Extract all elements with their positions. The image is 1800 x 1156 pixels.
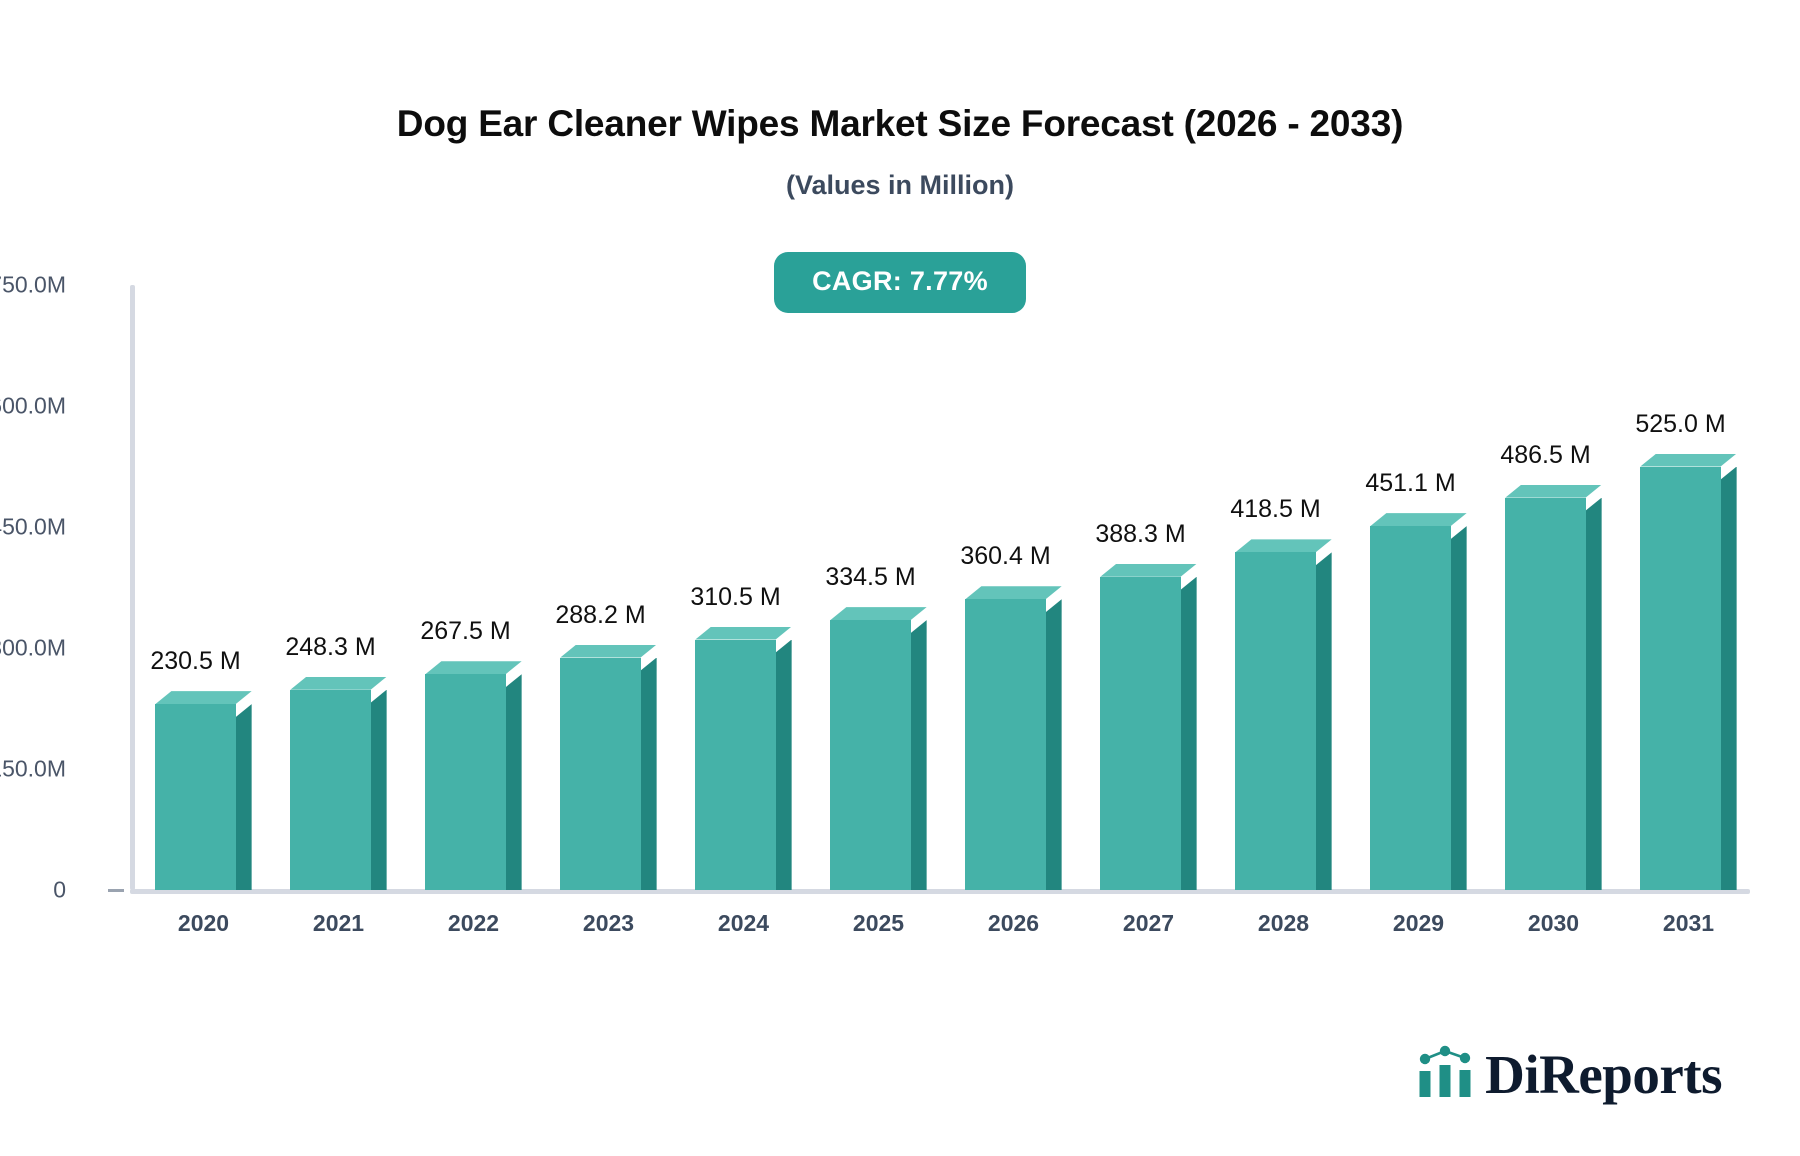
bar-front-face	[830, 620, 911, 890]
bar-front-face	[1505, 497, 1586, 890]
bar-2022[interactable]: 267.5 M	[420, 617, 522, 890]
bar-top-face	[830, 607, 926, 620]
y-axis-line	[130, 285, 135, 890]
bar-top-face	[1640, 454, 1736, 467]
bar-top-face	[695, 627, 791, 640]
y-axis-tick-label: 750.0M	[0, 271, 66, 298]
brand-name: DiReports	[1485, 1044, 1722, 1105]
x-axis-tick-label-2026: 2026	[987, 910, 1040, 936]
bar-value-label: 248.3 M	[285, 632, 376, 661]
x-axis-tick-label-2022: 2022	[447, 910, 500, 936]
bar-front-face	[1100, 576, 1181, 890]
x-axis-tick-label-2023: 2023	[582, 910, 635, 936]
x-axis-tick-label-2020: 2020	[177, 910, 230, 936]
bar-series: 230.5 M 248.3 M 267.5 M 288.2 M 310.5 M 334.5…	[130, 285, 1750, 890]
bar-value-label: 267.5 M	[420, 617, 511, 646]
bar-top-face	[560, 645, 656, 658]
bar-top-face	[965, 586, 1061, 599]
bar-front-face	[290, 689, 371, 890]
bar-value-label: 230.5 M	[150, 647, 241, 676]
bar-side-face	[505, 674, 522, 890]
bar-2030[interactable]: 486.5 M	[1500, 441, 1602, 890]
bar-front-face	[425, 674, 506, 890]
bar-front-face	[965, 599, 1046, 890]
x-axis-tick-label-2021: 2021	[312, 910, 365, 936]
bar-2024[interactable]: 310.5 M	[690, 583, 792, 890]
chart-subtitle: (Values in Million)	[785, 170, 1015, 200]
bar-front-face	[1370, 526, 1451, 890]
bar-2021[interactable]: 248.3 M	[285, 633, 387, 890]
bar-value-label: 486.5 M	[1500, 440, 1591, 469]
bar-top-face	[1505, 485, 1601, 498]
page-title: Dog Ear Cleaner Wipes Market Size Foreca…	[396, 103, 1404, 144]
status-badge-cagr: CAGR: 7.77%	[774, 252, 1026, 313]
bar-value-label: 525.0 M	[1635, 409, 1726, 438]
cagr-badge-container: CAGR: 7.77%	[0, 252, 1800, 313]
x-axis-tick-label-2027: 2027	[1122, 910, 1175, 936]
bar-top-face	[155, 691, 251, 704]
x-axis-line	[130, 889, 1750, 894]
bar-front-face	[155, 704, 236, 890]
y-axis-tick-label: 450.0M	[0, 513, 66, 540]
bar-2028[interactable]: 418.5 M	[1230, 495, 1332, 890]
bar-side-face	[235, 704, 252, 890]
bar-top-face	[425, 661, 521, 674]
bar-top-face	[1370, 513, 1466, 526]
bar-side-face	[775, 639, 792, 890]
bar-top-face	[1235, 539, 1331, 552]
bar-value-label: 288.2 M	[555, 600, 646, 629]
bar-value-label: 418.5 M	[1230, 495, 1321, 524]
y-axis-tick-label: 600.0M	[0, 392, 66, 419]
y-axis-tick-label: 150.0M	[0, 755, 66, 782]
y-axis-tick-label: 0	[53, 876, 66, 903]
bar-top-face	[1100, 564, 1196, 577]
bar-side-face	[1720, 466, 1737, 890]
bar-value-label: 334.5 M	[825, 563, 916, 592]
bar-value-label: 388.3 M	[1095, 519, 1186, 548]
bar-side-face	[1315, 552, 1332, 890]
brand-logo: DiReports	[1417, 1045, 1722, 1104]
bar-side-face	[1450, 526, 1467, 890]
bar-side-face	[370, 689, 387, 890]
bar-2020[interactable]: 230.5 M	[150, 647, 252, 890]
bar-2025[interactable]: 334.5 M	[825, 563, 927, 890]
bar-value-label: 310.5 M	[690, 582, 781, 611]
bar-2026[interactable]: 360.4 M	[960, 542, 1062, 890]
bar-value-label: 360.4 M	[960, 542, 1051, 571]
bar-chart-icon	[1417, 1045, 1475, 1104]
bar-front-face	[695, 639, 776, 890]
y-axis-tick-mark	[108, 889, 124, 892]
bar-value-label: 451.1 M	[1365, 469, 1456, 498]
x-axis-tick-label-2024: 2024	[717, 910, 770, 936]
x-axis-tick-label-2025: 2025	[852, 910, 905, 936]
bar-2029[interactable]: 451.1 M	[1365, 469, 1467, 890]
y-axis-tick-label: 300.0M	[0, 634, 66, 661]
bar-side-face	[640, 657, 657, 890]
bar-side-face	[1045, 599, 1062, 890]
bar-2023[interactable]: 288.2 M	[555, 601, 657, 890]
bar-side-face	[1585, 497, 1602, 890]
x-axis-tick-label-2029: 2029	[1392, 910, 1445, 936]
bar-2031[interactable]: 525.0 M	[1635, 410, 1737, 890]
bar-side-face	[1180, 576, 1197, 890]
bar-front-face	[560, 657, 641, 890]
bar-2027[interactable]: 388.3 M	[1095, 520, 1197, 890]
x-axis-tick-label-2031: 2031	[1662, 910, 1715, 936]
x-axis-tick-label-2028: 2028	[1257, 910, 1310, 936]
plot-area: 750.0M600.0M450.0M300.0M150.0M0 230.5 M2…	[0, 272, 1750, 936]
bar-top-face	[290, 677, 386, 690]
bar-side-face	[910, 620, 927, 890]
bar-front-face	[1235, 552, 1316, 890]
bar-front-face	[1640, 466, 1721, 890]
x-axis-tick-label-2030: 2030	[1527, 910, 1580, 936]
